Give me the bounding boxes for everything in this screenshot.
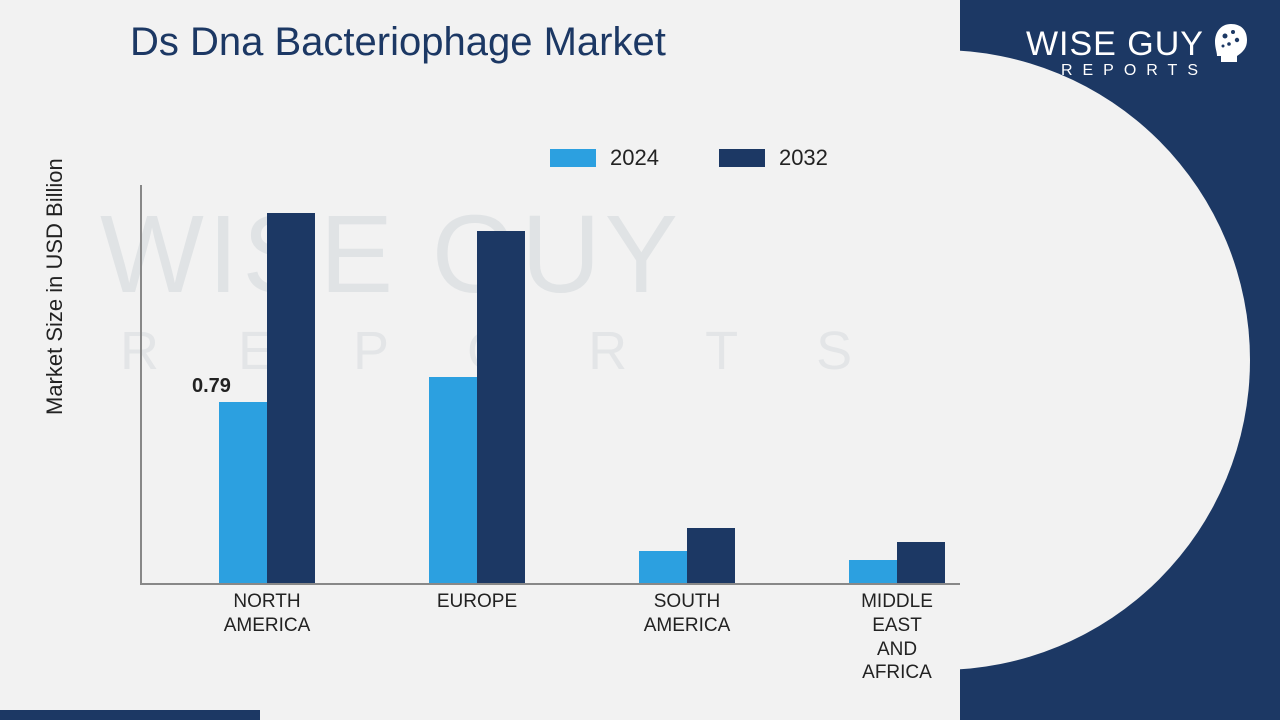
- brand-logo: WISE GUY REPORTS: [1026, 22, 1252, 80]
- bar: [639, 551, 687, 583]
- bar-value-label: 0.79: [192, 375, 231, 398]
- category-label: MIDDLEEASTANDAFRICA: [822, 590, 972, 685]
- category-label: SOUTHAMERICA: [612, 590, 762, 638]
- legend-swatch: [719, 149, 765, 167]
- bar-group: [402, 231, 552, 583]
- chart-title: Ds Dna Bacteriophage Market: [130, 20, 666, 65]
- plot-area: 0.79NORTHAMERICAEUROPESOUTHAMERICAMIDDLE…: [140, 185, 960, 585]
- bar: [477, 231, 525, 583]
- bar: [429, 377, 477, 583]
- category-label: EUROPE: [402, 590, 552, 614]
- legend-label: 2032: [779, 145, 828, 171]
- legend-item: 2032: [719, 145, 828, 171]
- bar: [897, 542, 945, 583]
- bar: [267, 213, 315, 583]
- legend: 2024 2032: [550, 145, 828, 171]
- market-chart-page: WISE GUY REPORTS Ds Dna Bacteriophage Ma…: [0, 0, 1280, 720]
- legend-item: 2024: [550, 145, 659, 171]
- bar: [849, 560, 897, 583]
- category-label: NORTHAMERICA: [192, 590, 342, 638]
- y-axis-label: Market Size in USD Billion: [42, 158, 68, 415]
- bar: [219, 402, 267, 583]
- bar-group: [822, 542, 972, 583]
- bottom-accent-bar: [0, 710, 260, 720]
- chart-area: Market Size in USD Billion 20242032 0.79…: [60, 145, 960, 705]
- head-icon: [1210, 22, 1252, 66]
- brand-name: WISE GUY: [1026, 25, 1204, 64]
- legend-label: 2024: [610, 145, 659, 171]
- bar: [687, 528, 735, 583]
- legend-swatch: [550, 149, 596, 167]
- bar-group: [612, 528, 762, 583]
- bar-group: 0.79: [192, 213, 342, 583]
